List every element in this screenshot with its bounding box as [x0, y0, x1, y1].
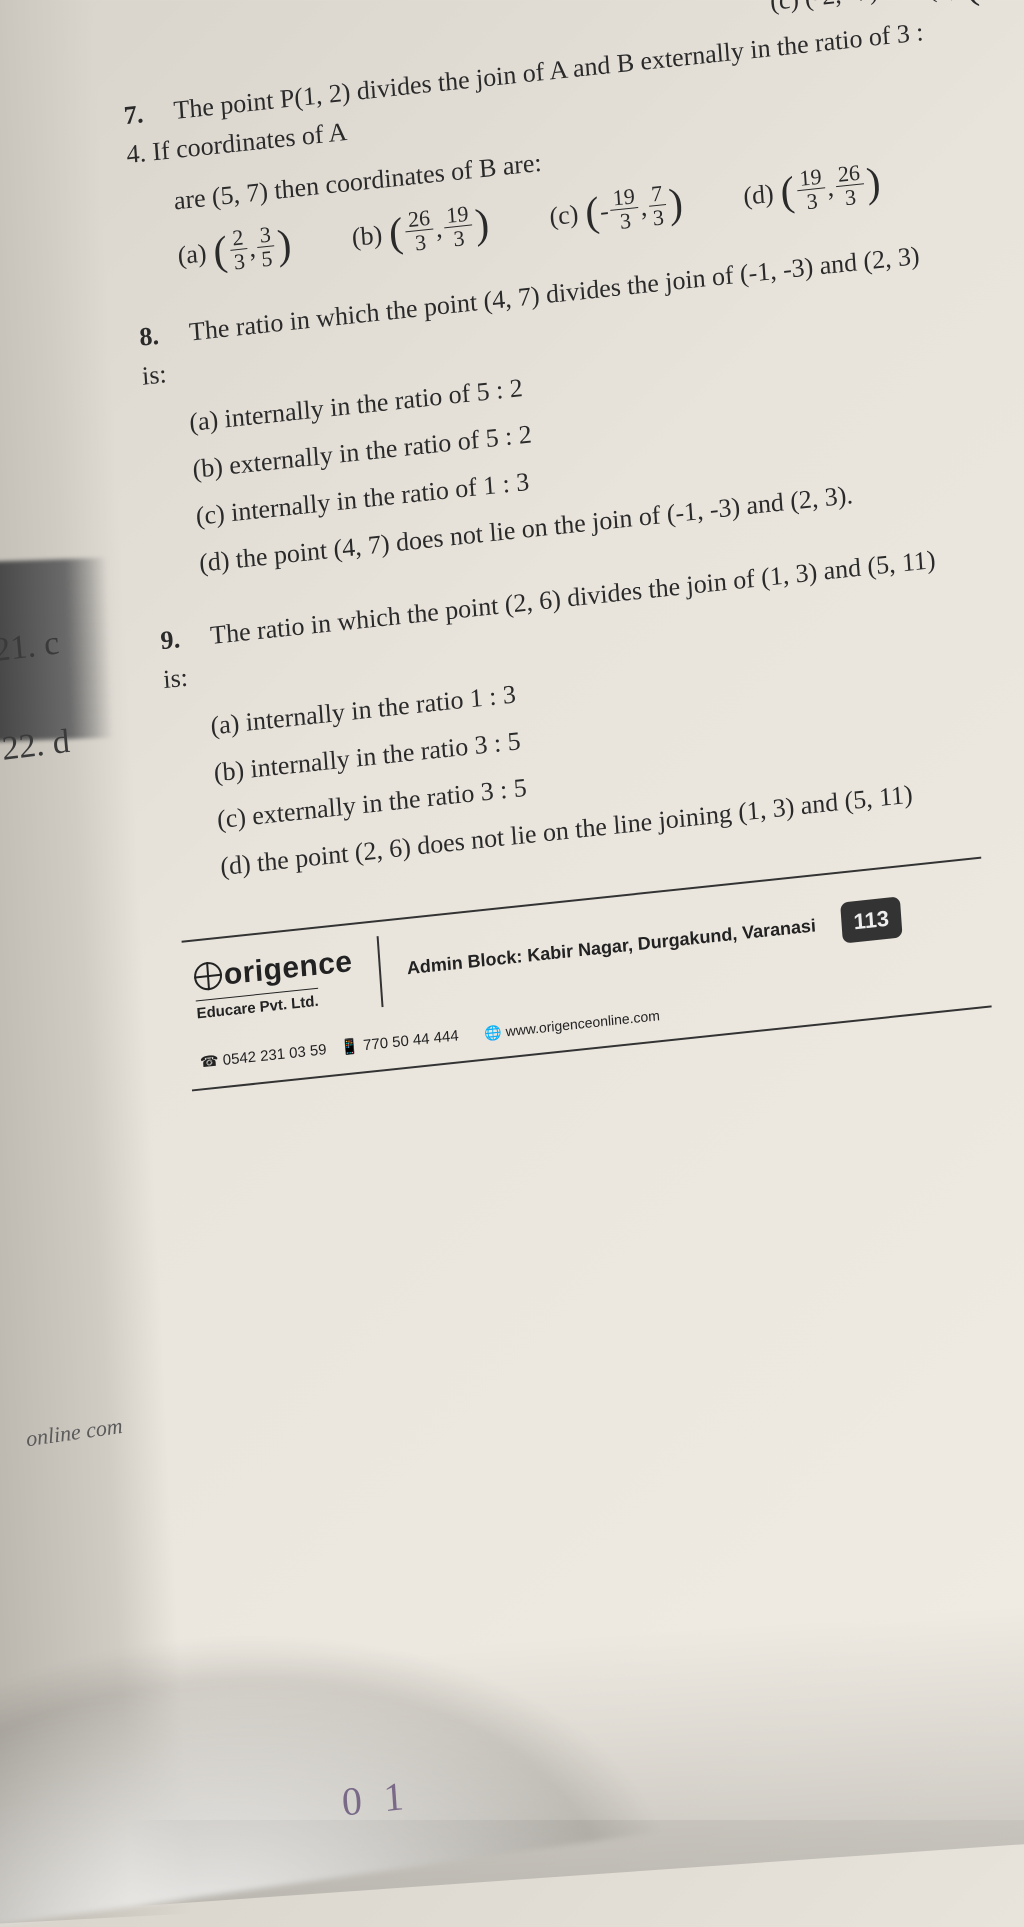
opt-label: (a) [176, 234, 207, 276]
brand-block: origence Educare Pvt. Ltd. [193, 939, 356, 1026]
left-margin-column: .3 .3 .3 21. c 22. d [0, 197, 75, 809]
q7-opt-d: (d) ( 193, 263 ) [742, 158, 883, 220]
website-text: 🌐 www.origenceonline.com [484, 1005, 661, 1044]
q8-number: 8. [138, 314, 184, 358]
question-7: 7. The point P(1, 2) divides the join of… [122, 12, 935, 284]
opt-label: (d) [927, 0, 960, 9]
q7-opt-b: (b) ( 263, 193 ) [350, 200, 491, 262]
right-paren: ) [667, 186, 685, 221]
q7-opt-c: (c) ( -193, 73 ) [548, 179, 685, 240]
phone-landline: ☎ 0542 231 03 59 [199, 1039, 327, 1075]
opt-label: (c) [769, 0, 800, 16]
phones-block: ☎ 0542 231 03 59 📱 770 50 44 444 [199, 1025, 459, 1075]
online-com-text: online com [24, 1409, 124, 1455]
side-item: 21. c [0, 602, 65, 692]
q7-opt-a: (a) ( 23, 35 ) [176, 220, 294, 279]
side-item: .3 [0, 197, 29, 287]
fraction: 23 [227, 225, 251, 274]
side-item: .3 [0, 296, 38, 386]
opt-value: (-2, -7) [804, 0, 879, 12]
fraction: 193 [794, 164, 829, 215]
opt-label: (b) [351, 215, 384, 257]
vertical-divider [377, 936, 384, 1007]
handwriting: 0 1 [340, 1766, 412, 1833]
right-paren: ) [864, 165, 882, 200]
opt-d-v1: -7, [979, 0, 1010, 3]
side-item: .3 [0, 395, 46, 485]
right-paren: ) [473, 207, 491, 242]
question-8: 8. The ratio in which the point (4, 7) d… [138, 234, 956, 588]
page-number-badge: 113 [840, 897, 902, 944]
fraction: 263 [402, 205, 437, 256]
q9-number: 9. [159, 617, 205, 661]
fraction: 193 [441, 201, 476, 252]
globe-icon [193, 961, 223, 992]
opt-label: (c) [548, 194, 579, 236]
left-paren: ( [583, 195, 601, 230]
footer-bar: origence Educare Pvt. Ltd. Admin Block: … [182, 857, 992, 1092]
brand-text: origence [223, 945, 354, 991]
q7-opt-d-upper: (d) ( -7, -23 ) [926, 0, 1024, 13]
opt-label: (d) [742, 174, 775, 216]
admin-label: Admin Block: [406, 946, 523, 978]
left-paren: ( [963, 0, 981, 2]
address-text: Kabir Nagar, Durgakund, Varanasi [527, 915, 817, 965]
question-9: 9. The ratio in which the point (2, 6) d… [159, 538, 977, 892]
fraction: 263 [832, 160, 867, 211]
q7-number: 7. [122, 92, 168, 136]
page-content: (-13, -14) .3 .3 .3 21. c 22. d online c… [0, 0, 1024, 1872]
address-block: Admin Block: Kabir Nagar, Durgakund, Var… [406, 912, 817, 982]
right-paren: ) [275, 227, 293, 262]
side-item: 22. d [0, 701, 73, 791]
fraction: 193 [607, 184, 642, 235]
phone-mobile: 📱 770 50 44 444 [340, 1025, 460, 1060]
